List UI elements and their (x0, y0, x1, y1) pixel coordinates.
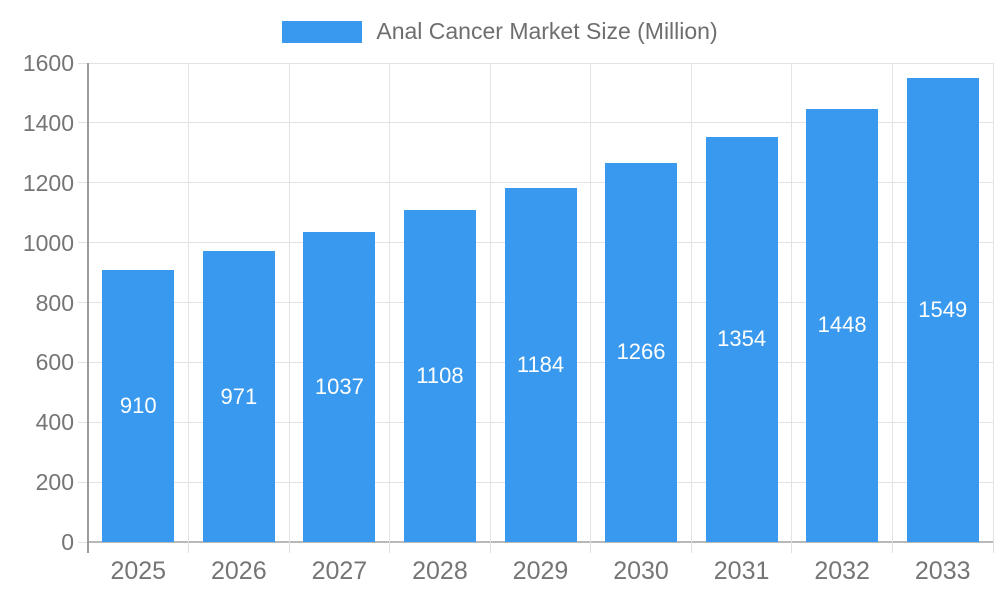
legend[interactable]: Anal Cancer Market Size (Million) (0, 18, 1000, 45)
gridline-vertical (389, 63, 391, 542)
y-axis-tick (78, 62, 88, 64)
y-axis-label: 1600 (22, 50, 74, 76)
bar[interactable] (303, 231, 376, 542)
y-axis-label: 200 (35, 469, 74, 496)
x-axis-label: 2033 (914, 557, 971, 585)
legend-label: Anal Cancer Market Size (Million) (376, 18, 718, 44)
gridline-vertical (992, 63, 994, 542)
x-axis-tick (288, 542, 290, 553)
x-axis-label: 2032 (814, 557, 870, 585)
x-axis-tick (489, 542, 491, 553)
gridline-vertical (489, 63, 491, 542)
y-axis-tick (78, 122, 88, 124)
bar[interactable] (504, 187, 577, 542)
gridline-vertical (791, 63, 793, 542)
bar[interactable] (202, 251, 275, 542)
gridline-vertical (891, 63, 893, 542)
bar-value-label: 910 (119, 392, 157, 418)
x-axis-tick (188, 542, 190, 553)
bar-value-label: 1184 (516, 351, 565, 377)
x-axis-label: 2025 (110, 557, 167, 585)
y-axis-label: 1000 (22, 229, 74, 256)
gridline-horizontal (88, 182, 993, 184)
x-axis-line (88, 541, 993, 543)
x-axis-label: 2026 (211, 557, 267, 585)
gridline-vertical (690, 63, 692, 542)
bar-value-label: 1448 (817, 312, 867, 338)
bar[interactable] (705, 136, 778, 542)
y-axis-tick (78, 541, 88, 543)
bar-value-label: 1266 (616, 339, 666, 365)
bar[interactable] (102, 269, 175, 542)
x-axis-tick (992, 542, 994, 553)
x-axis-tick (891, 542, 893, 553)
gridline-horizontal (88, 62, 993, 64)
x-axis-label: 2027 (311, 557, 368, 585)
bar-value-label: 1354 (717, 326, 767, 352)
gridline-horizontal (88, 122, 993, 124)
bar-value-label: 1037 (314, 373, 364, 399)
bar-value-label: 1549 (918, 297, 968, 323)
y-axis-label: 0 (61, 529, 74, 555)
bar[interactable] (403, 210, 476, 542)
bar[interactable] (906, 78, 979, 542)
gridline-vertical (288, 63, 290, 542)
bar-value-label: 1108 (416, 363, 464, 389)
x-axis-tick (791, 542, 793, 553)
y-axis-label: 800 (35, 289, 74, 316)
bar[interactable] (806, 108, 879, 542)
x-axis-label: 2029 (512, 557, 569, 585)
x-axis-label: 2028 (412, 557, 468, 585)
y-axis-tick (78, 302, 88, 303)
bar-value-label: 971 (220, 383, 258, 409)
bar[interactable] (605, 162, 678, 542)
x-axis-tick (690, 542, 692, 553)
x-axis-label: 2030 (613, 557, 669, 585)
y-axis-tick (78, 361, 88, 363)
y-axis-tick (78, 481, 88, 483)
y-axis-tick (78, 421, 88, 423)
gridline-vertical (188, 63, 190, 542)
y-axis-tick (78, 182, 88, 184)
y-axis-label: 1200 (22, 169, 74, 196)
y-axis-label: 400 (35, 409, 74, 436)
y-axis-line (87, 63, 89, 553)
legend-swatch (282, 20, 363, 43)
x-axis-tick (590, 542, 592, 553)
gridline-vertical (590, 63, 592, 542)
x-axis-tick (389, 542, 391, 553)
y-axis-tick (78, 242, 88, 244)
y-axis-label: 600 (35, 349, 74, 376)
y-axis-label: 1400 (22, 109, 74, 136)
x-axis-label: 2031 (713, 557, 770, 585)
